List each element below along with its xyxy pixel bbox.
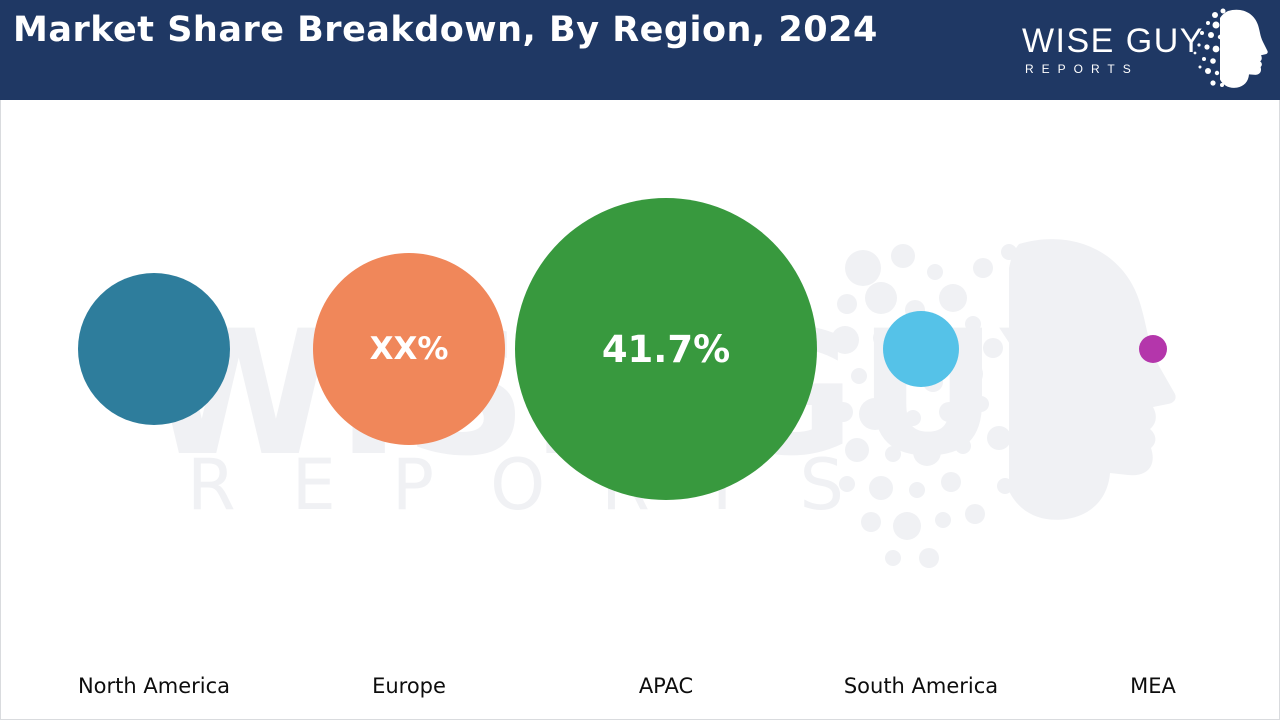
logo-subtitle: REPORTS <box>1024 62 1139 76</box>
bubble-mea <box>1139 335 1167 363</box>
category-label-apac: APAC <box>638 674 694 698</box>
category-label-mea: MEA <box>1130 674 1176 698</box>
category-label-north-america: North America <box>77 674 231 698</box>
bubble-value-label: 41.7% <box>601 327 731 371</box>
wise-guy-logo: WISE GUY REPORTS <box>1022 5 1268 95</box>
header-bar: Market Share Breakdown, By Region, 2024 … <box>0 0 1280 100</box>
logo-head-icon <box>1193 8 1268 88</box>
page-title: Market Share Breakdown, By Region, 2024 <box>13 10 878 50</box>
logo-wordmark: WISE GUY <box>1021 22 1204 60</box>
bubble-south-america <box>883 311 959 387</box>
category-label-south-america: South America <box>843 674 999 698</box>
chart-canvas: WISE GUY REPORTS <box>0 100 1280 720</box>
logo-text: WISE GUY REPORTS <box>1022 24 1204 76</box>
category-label-europe: Europe <box>372 674 446 698</box>
watermark-subtitle: REPORTS <box>187 444 900 526</box>
watermark-head-icon <box>831 239 1176 568</box>
bubble-europe: XX% <box>313 253 505 445</box>
bubble-value-label: XX% <box>369 331 449 367</box>
bubble-apac: 41.7% <box>515 198 817 500</box>
bubble-north-america <box>78 273 230 425</box>
